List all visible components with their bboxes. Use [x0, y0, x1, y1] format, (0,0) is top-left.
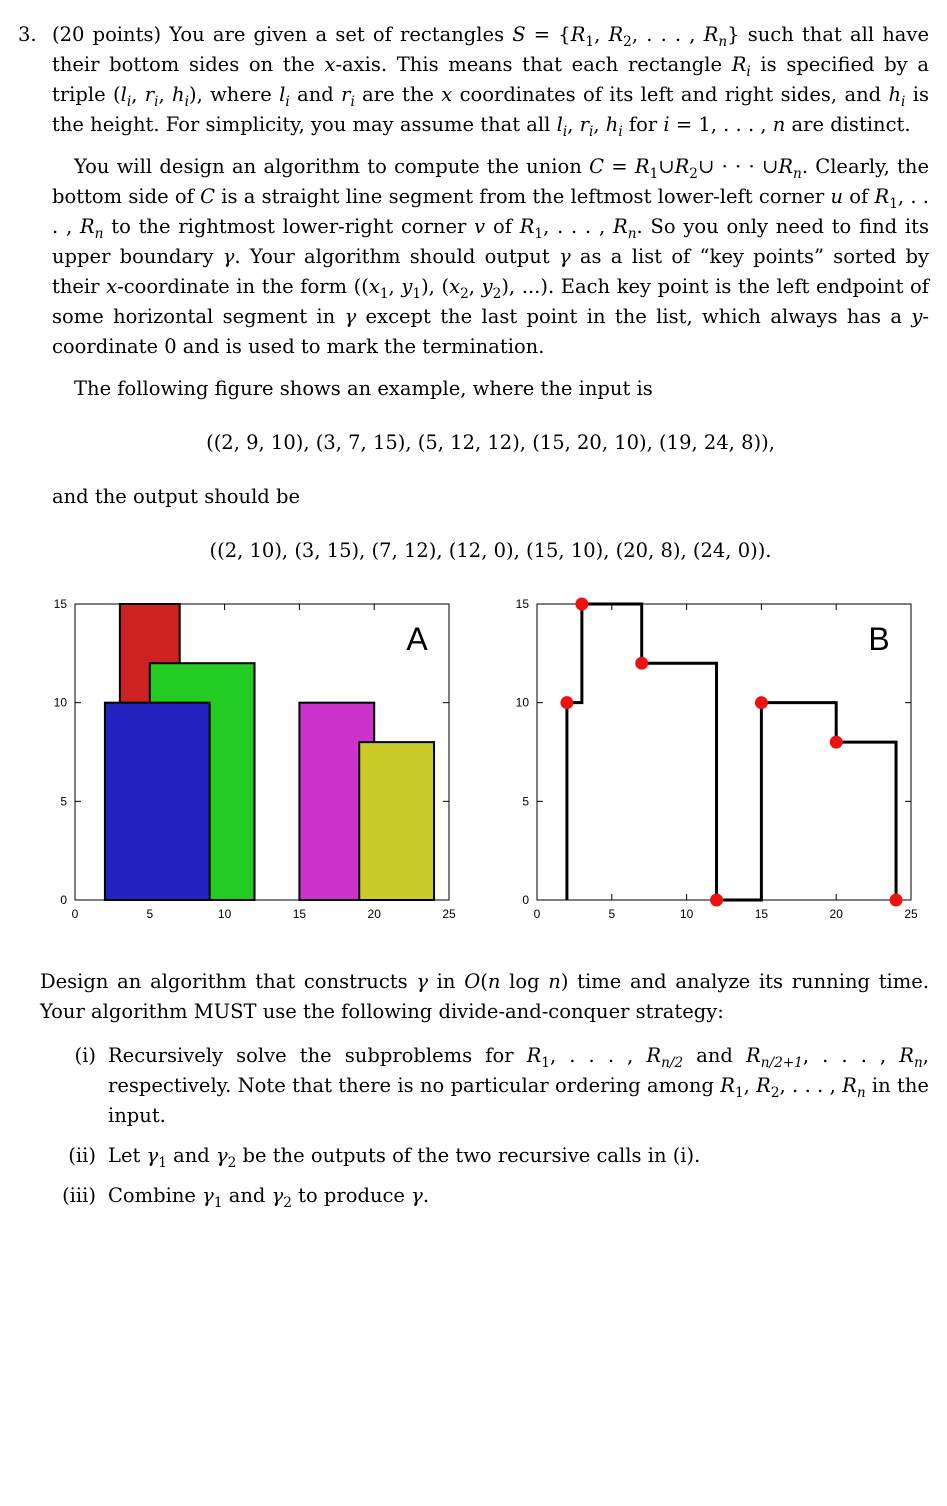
document-page: 3. (20 points) You are given a set of re… [18, 20, 929, 1211]
chart-svg: 0 5 10 15 20 25 0 5 10 15 B [515, 597, 918, 921]
step-i-text: Recursively solve the subproblems for R1… [108, 1044, 929, 1127]
union-description-paragraph: You will design an algorithm to compute … [52, 155, 930, 358]
x-tick-label: 20 [829, 907, 843, 921]
strategy-steps: (i) Recursively solve the subproblems fo… [40, 1041, 929, 1211]
output-key-points-math: ((2, 10), (3, 15), (7, 12), (12, 0), (15… [209, 539, 772, 562]
blue-rectangle [103, 701, 211, 901]
y-tick-label: 5 [60, 794, 67, 808]
y-tick-label: 0 [60, 893, 67, 907]
x-tick-label: 5 [146, 907, 153, 921]
chart-svg: 0 5 10 15 20 25 0 5 10 15 A [53, 597, 456, 921]
key-point-dot [574, 597, 588, 611]
x-tick-label: 10 [217, 907, 231, 921]
design-task-paragraph: Design an algorithm that constructs γ in… [40, 970, 930, 1023]
y-tick-label: 10 [515, 696, 529, 710]
y-tick-label: 5 [522, 794, 529, 808]
plot-box [536, 603, 911, 901]
x-tick-label: 15 [754, 907, 768, 921]
step-ii-text: Let γ1 and γ2 be the outputs of the two … [108, 1144, 701, 1171]
key-point-dot [634, 656, 648, 670]
problem-number: 3. [18, 23, 37, 46]
key-point-dot [709, 893, 723, 907]
chart-letter-label: A [406, 621, 428, 657]
step-iii: (iii) Combine γ1 and γ2 to produce γ. [40, 1181, 929, 1211]
problem-statement-paragraph: (20 points) You are given a set of recta… [52, 23, 929, 140]
output-intro-text: and the output should be [52, 485, 301, 508]
x-tick-label: 5 [608, 907, 615, 921]
x-tick-label: 10 [679, 907, 693, 921]
chart-letter-label: B [868, 621, 889, 657]
y-tick-label: 10 [53, 696, 67, 710]
key-point-dot [829, 735, 843, 749]
x-tick-label: 0 [533, 907, 540, 921]
problem-body: (20 points) You are given a set of recta… [52, 20, 929, 566]
key-point-dot [889, 893, 903, 907]
key-point-dot [559, 696, 573, 710]
input-tuples-math: ((2, 9, 10), (3, 7, 15), (5, 12, 12), (1… [206, 431, 775, 454]
skyline-chart-b: 0 5 10 15 20 25 0 5 10 15 B [487, 590, 923, 947]
x-tick-label: 15 [292, 907, 306, 921]
step-i-label: (i) [74, 1044, 96, 1067]
step-ii: (ii) Let γ1 and γ2 be the outputs of the… [40, 1141, 929, 1171]
rectangles-chart-a: 0 5 10 15 20 25 0 5 10 15 A [25, 590, 461, 947]
step-ii-label: (ii) [68, 1144, 96, 1167]
y-tick-label: 15 [515, 597, 529, 611]
figure-intro-text: The following figure shows an example, w… [74, 377, 653, 400]
x-tick-label: 25 [442, 907, 456, 921]
x-tick-label: 25 [904, 907, 918, 921]
key-point-dot [754, 696, 768, 710]
skyline-outline [564, 602, 898, 902]
problem-3: 3. (20 points) You are given a set of re… [18, 20, 929, 1211]
design-section: Design an algorithm that constructs γ in… [40, 967, 929, 1211]
y-tick-label: 0 [522, 893, 529, 907]
step-iii-text: Combine γ1 and γ2 to produce γ. [108, 1184, 430, 1211]
yellow-rectangle [357, 741, 435, 901]
x-tick-label: 0 [71, 907, 78, 921]
figure-row: 0 5 10 15 20 25 0 5 10 15 A 0 5 10 15 20 25 0 5 10 15 B [18, 590, 929, 947]
y-tick-label: 15 [53, 597, 67, 611]
step-i: (i) Recursively solve the subproblems fo… [40, 1041, 929, 1131]
x-tick-label: 20 [367, 907, 381, 921]
plot-box [74, 603, 449, 901]
step-iii-label: (iii) [62, 1184, 96, 1207]
